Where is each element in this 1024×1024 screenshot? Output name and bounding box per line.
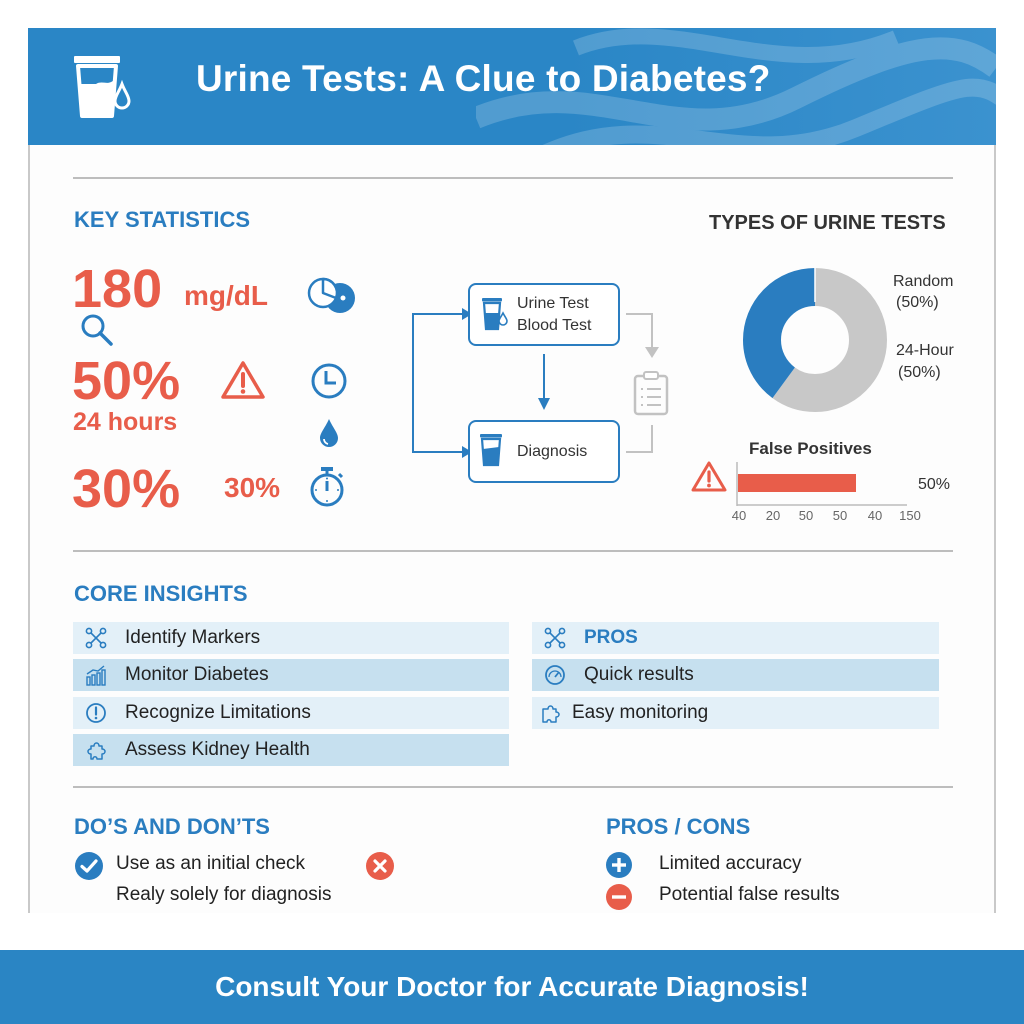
pros-title: PROS xyxy=(584,627,638,648)
dont-item: Realy solely for diagnosis xyxy=(116,884,332,905)
urine-cup-drop-icon xyxy=(74,56,131,118)
insight-item-recognize-limitations[interactable]: Recognize Limitations xyxy=(73,697,509,729)
legend-24hour-pct: (50%) xyxy=(898,364,941,381)
stopwatch-icon xyxy=(310,467,344,507)
network-nodes-icon xyxy=(85,627,107,649)
page-title: Urine Tests: A Clue to Diabetes? xyxy=(196,58,771,99)
flow-label-blood-test: Blood Test xyxy=(517,317,592,334)
x-tick: 40 xyxy=(731,508,747,523)
x-tick: 150 xyxy=(899,508,921,523)
plus-circle-icon xyxy=(606,852,632,878)
minus-circle-icon xyxy=(606,884,632,910)
puzzle-icon xyxy=(542,705,560,723)
types-donut-chart xyxy=(743,268,887,412)
divider-lower xyxy=(73,786,953,788)
warning-icon xyxy=(691,461,727,492)
stat-180-unit: mg/dL xyxy=(184,280,268,311)
stat-30-value: 30% xyxy=(72,459,181,519)
insight-item-identify-markers[interactable]: Identify Markers xyxy=(73,622,509,654)
false-positives-title: False Positives xyxy=(749,439,872,458)
types-chart-title: TYPES OF URINE TESTS xyxy=(709,212,946,234)
network-nodes-icon xyxy=(544,627,566,649)
x-tick: 50 xyxy=(798,508,814,523)
insight-label: Monitor Diabetes xyxy=(125,664,269,685)
speedometer-icon xyxy=(545,665,565,685)
stat-180-value: 180 xyxy=(72,259,163,319)
dos-donts-title: DO’S AND DON’TS xyxy=(74,814,270,839)
urine-cup-icon xyxy=(482,298,508,331)
growth-chart-icon xyxy=(86,665,106,686)
flow-connectors xyxy=(412,308,659,458)
insight-item-assess-kidney-health[interactable]: Assess Kidney Health xyxy=(73,734,509,766)
legend-random-pct: (50%) xyxy=(896,294,939,311)
clock-icon xyxy=(311,363,347,399)
stat-30-secondary: 30% xyxy=(224,472,281,503)
pros-cons-title: PROS / CONS xyxy=(606,814,751,839)
pie-disc-icon xyxy=(307,277,355,313)
pros-label: Easy monitoring xyxy=(572,702,709,723)
warning-icon xyxy=(221,361,265,399)
pros-item-easy-monitoring[interactable]: Easy monitoring xyxy=(532,697,939,729)
x-tick: 20 xyxy=(765,508,781,523)
divider-middle xyxy=(73,550,953,552)
flow-label-urine-test: Urine Test xyxy=(517,295,589,312)
legend-random-label: Random xyxy=(893,273,954,290)
puzzle-icon xyxy=(87,742,106,760)
drop-icon xyxy=(320,419,338,447)
x-tick: 40 xyxy=(867,508,883,523)
x-tick: 50 xyxy=(832,508,848,523)
flow-label-diagnosis: Diagnosis xyxy=(517,443,588,460)
footer-banner: Consult Your Doctor for Accurate Diagnos… xyxy=(0,950,1024,1024)
key-statistics-title: KEY STATISTICS xyxy=(74,207,251,232)
divider-top xyxy=(73,177,953,179)
magnifier-icon xyxy=(81,314,113,346)
pros-item-quick-results[interactable]: Quick results xyxy=(532,659,939,691)
stat-50-value: 50% xyxy=(72,351,181,411)
false-positives-bar-chart xyxy=(736,462,907,506)
do-item: Use as an initial check xyxy=(116,853,306,874)
false-positives-value: 50% xyxy=(918,476,951,493)
urine-cup-icon xyxy=(480,434,502,467)
pros-cons-minus-item: Potential false results xyxy=(659,884,840,905)
insight-label: Identify Markers xyxy=(125,627,261,648)
header-banner: Urine Tests: A Clue to Diabetes? xyxy=(28,28,996,145)
pros-cons-plus-item: Limited accuracy xyxy=(659,853,802,874)
stat-24-hours: 24 hours xyxy=(73,408,178,436)
x-circle-icon xyxy=(366,852,394,880)
legend-24hour-label: 24-Hour xyxy=(896,342,954,359)
clipboard-icon xyxy=(633,371,669,416)
pros-label: Quick results xyxy=(584,664,694,685)
check-circle-icon xyxy=(75,852,103,880)
insight-label: Recognize Limitations xyxy=(125,702,311,723)
core-insights-title: CORE INSIGHTS xyxy=(74,581,248,606)
insight-label: Assess Kidney Health xyxy=(125,739,310,760)
wave-pattern-icon xyxy=(476,28,996,145)
footer-call-to-action: Consult Your Doctor for Accurate Diagnos… xyxy=(215,971,809,1002)
pros-header-row: PROS xyxy=(532,622,939,654)
insight-item-monitor-diabetes[interactable]: Monitor Diabetes xyxy=(73,659,509,691)
exclamation-circle-icon xyxy=(86,703,106,723)
